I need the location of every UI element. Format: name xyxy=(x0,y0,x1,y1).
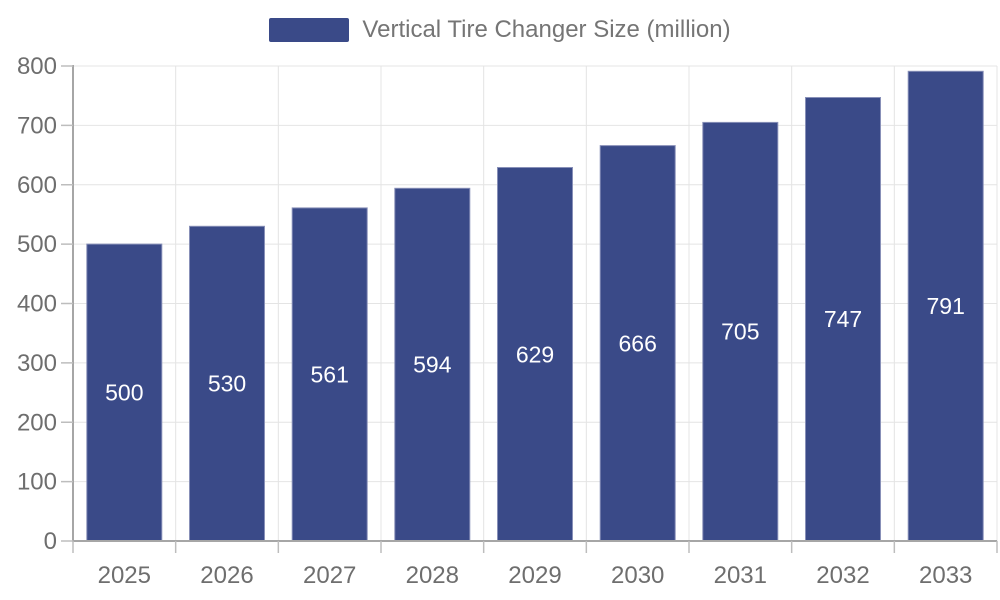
bar-2026[interactable] xyxy=(189,225,265,542)
bar-value-label: 666 xyxy=(619,330,657,356)
y-tick-label: 400 xyxy=(17,291,57,318)
x-tick-label: 2032 xyxy=(816,562,869,589)
bar-2031[interactable] xyxy=(702,121,779,542)
bar-value-label: 629 xyxy=(516,341,554,367)
y-tick-label: 300 xyxy=(17,350,57,377)
bar-value-label: 747 xyxy=(824,306,862,332)
x-tick-label: 2026 xyxy=(200,562,253,589)
x-tick-label: 2025 xyxy=(98,562,151,589)
y-tick-label: 600 xyxy=(17,172,57,199)
bar-2030[interactable] xyxy=(599,145,676,542)
legend[interactable]: Vertical Tire Changer Size (million) xyxy=(0,18,1000,42)
legend-label: Vertical Tire Changer Size (million) xyxy=(362,16,731,43)
x-tick-label: 2028 xyxy=(406,562,459,589)
bar-2029[interactable] xyxy=(497,167,573,542)
y-tick-label: 700 xyxy=(17,112,57,139)
bar-2025[interactable] xyxy=(86,243,163,542)
bar-2027[interactable] xyxy=(291,207,368,542)
x-tick-label: 2031 xyxy=(714,562,767,589)
bar-value-label: 530 xyxy=(208,371,246,397)
legend-swatch xyxy=(269,18,350,42)
bar-value-label: 594 xyxy=(413,352,452,378)
y-tick-label: 100 xyxy=(17,469,57,496)
x-tick-label: 2029 xyxy=(508,562,561,589)
x-tick-label: 2027 xyxy=(303,562,356,589)
bar-value-label: 791 xyxy=(927,293,965,319)
y-tick-label: 500 xyxy=(17,231,57,258)
bar-2032[interactable] xyxy=(805,97,881,542)
y-tick-label: 800 xyxy=(17,53,57,80)
bar-value-label: 705 xyxy=(721,319,759,345)
y-tick-label: 0 xyxy=(44,528,57,555)
y-tick-label: 200 xyxy=(17,409,57,436)
bar-2028[interactable] xyxy=(394,187,471,542)
bar-2033[interactable] xyxy=(907,70,984,542)
x-tick-label: 2030 xyxy=(611,562,664,589)
bar-value-label: 561 xyxy=(311,362,349,388)
bar-value-label: 500 xyxy=(105,380,143,406)
x-tick-label: 2033 xyxy=(919,562,972,589)
